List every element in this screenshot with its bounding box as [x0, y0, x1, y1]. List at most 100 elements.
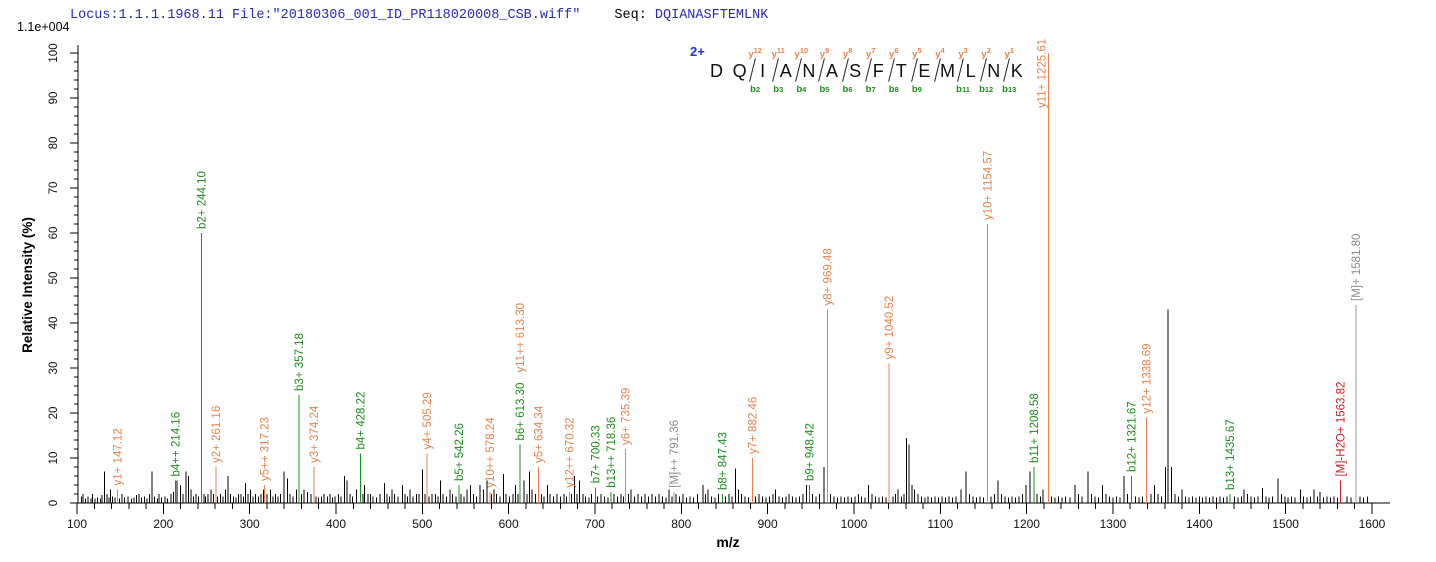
residue-a-6: A	[825, 61, 838, 81]
y-tick-label-60: 60	[48, 227, 60, 240]
x-axis-title: m/z	[716, 534, 739, 550]
residue-n-13: N	[987, 61, 1001, 81]
peak-label-y11pp: y11++ 613.30	[515, 303, 527, 373]
b-ion-label-b13: b13	[1002, 84, 1017, 95]
header-line: Locus:1.1.1.1968.11 File:"20180306_001_I…	[70, 8, 768, 23]
peak-label-b12p: b12+ 1321.67	[1127, 401, 1139, 472]
x-tick-label-600: 600	[499, 517, 519, 531]
peak-label-y5pp: y5++ 317.23	[260, 417, 272, 481]
residue-n-5: N	[802, 61, 816, 81]
y-tick-label-50: 50	[48, 272, 60, 285]
y-ion-label-y8: y8	[842, 46, 853, 61]
peak-label-y1p: y1+ 147.12	[113, 428, 125, 485]
peak-label-y12pp: y12++ 670.32	[564, 417, 576, 487]
y-ion-label-y6: y6	[889, 46, 899, 61]
peak-label-y6p: y6+ 735.39	[621, 388, 633, 445]
x-tick-label-200: 200	[153, 517, 173, 531]
residue-l-12: L	[965, 61, 976, 81]
b-ion-label-b4: b4	[796, 84, 807, 95]
intensity-scale-note: 1.1e+004	[17, 20, 70, 34]
y-tick-label-40: 40	[48, 317, 60, 330]
x-tick-label-700: 700	[585, 517, 605, 531]
x-tick-label-1100: 1100	[927, 517, 953, 531]
b-ion-label-b8: b8	[888, 84, 899, 95]
y-ion-label-y2: y2	[981, 46, 991, 61]
residue-d-1: D	[710, 61, 723, 81]
peak-label-b5p: b5+ 542.26	[454, 423, 466, 481]
x-tick-label-100: 100	[67, 517, 87, 531]
y-ion-label-y11: y11	[771, 46, 785, 61]
y-ion-label-y10: y10	[794, 46, 809, 61]
y-tick-label-10: 10	[48, 452, 60, 465]
peak-label-b3p: b3+ 357.18	[294, 333, 306, 391]
x-tick-label-1300: 1300	[1100, 517, 1127, 531]
peak-label-y4p: y4+ 505.29	[422, 392, 434, 449]
precursor-charge: 2+	[690, 44, 705, 59]
peak-label-y9p: y9+ 1040.52	[884, 296, 896, 360]
peptide-fragment-ladder: 2+ D Q I A N A S F T E M L N K y12 b2 y11 b3 y10 b4 y9 b5 y8 b6 y…	[0, 0, 1436, 120]
y-tick-label-30: 30	[48, 362, 60, 375]
x-tick-label-500: 500	[412, 517, 432, 531]
peak-label-b6p: b6+ 613.30	[515, 383, 527, 441]
y-ion-label-y5: y5	[912, 46, 922, 61]
peak-label-y5p: y5+ 634.34	[533, 405, 545, 463]
peak-label-b4pp: b4++ 214.16	[171, 412, 183, 477]
b-ion-label-b11: b11	[956, 84, 970, 95]
y-tick-label-90: 90	[48, 92, 60, 105]
peak-label-y10pp: y10++ 578.24	[485, 417, 497, 488]
x-tick-label-300: 300	[240, 517, 260, 531]
y-tick-label-0: 0	[48, 500, 60, 506]
residue-a-4: A	[779, 61, 792, 81]
residue-i-3: I	[760, 61, 766, 81]
peak-label-y2p: y2+ 261.16	[211, 406, 223, 463]
peak-label-Mpp: [M]++ 791.36	[669, 420, 681, 488]
x-tick-label-1000: 1000	[841, 517, 868, 531]
peak-label-b8p: b8+ 847.43	[717, 432, 729, 490]
x-tick-label-1200: 1200	[1013, 517, 1040, 531]
peak-label-y7p: y7+ 882.46	[747, 397, 759, 454]
b-ion-label-b6: b6	[842, 84, 853, 95]
x-tick-label-900: 900	[758, 517, 778, 531]
peak-label-b2p: b2+ 244.10	[196, 171, 208, 229]
residue-q-2: Q	[732, 61, 747, 81]
peak-label-M_H2Op: [M]-H2O+ 1563.82	[1336, 382, 1348, 477]
x-tick-label-400: 400	[326, 517, 346, 531]
y-ion-label-y4: y4	[935, 46, 945, 61]
b-ion-label-b3: b3	[773, 84, 784, 95]
b-ion-label-b5: b5	[819, 84, 830, 95]
y-tick-label-70: 70	[48, 182, 60, 195]
residue-e-10: E	[918, 61, 931, 81]
residue-f-8: F	[872, 61, 884, 81]
b-ion-label-b12: b12	[979, 84, 994, 95]
x-tick-label-1400: 1400	[1186, 517, 1213, 531]
peak-label-b9p: b9+ 948.42	[804, 423, 816, 481]
locus-file-text: Locus:1.1.1.1968.11 File:"20180306_001_I…	[70, 8, 581, 23]
peak-label-y10p: y10+ 1154.57	[982, 151, 994, 220]
y-tick-label-20: 20	[48, 407, 60, 420]
y-ion-label-y1: y1	[1004, 46, 1014, 61]
y-ion-label-y12: y12	[748, 46, 762, 61]
y-axis-title: Relative Intensity (%)	[20, 217, 35, 353]
b-ion-label-b9: b9	[911, 84, 922, 95]
x-tick-label-1600: 1600	[1359, 517, 1386, 531]
b-ion-label-b2: b2	[750, 84, 761, 95]
y-tick-label-80: 80	[48, 137, 60, 150]
peak-label-y11p: y11+ 1225.61	[1037, 39, 1049, 108]
peak-label-b13p: b13+ 1435.67	[1225, 419, 1237, 490]
x-tick-label-1500: 1500	[1272, 517, 1299, 531]
x-tick-label-800: 800	[671, 517, 691, 531]
seq-label: Seq:	[614, 8, 655, 23]
peak-label-b11p: b11+ 1208.58	[1029, 393, 1041, 463]
peak-label-b13pp: b13++ 718.36	[606, 417, 618, 488]
seq-value: DQIANASFTEMLNK	[654, 8, 769, 23]
peak-label-b7p: b7+ 700.33	[590, 425, 602, 483]
peak-label-y8p: y8+ 969.48	[823, 248, 835, 305]
peak-label-y3p: y3+ 374.24	[309, 405, 321, 463]
b-ion-label-b7: b7	[865, 84, 876, 95]
residue-m-11: M	[940, 61, 955, 81]
residue-t-9: T	[895, 61, 907, 81]
y-ion-label-y9: y9	[819, 46, 830, 61]
peak-label-Mp: [M]+ 1581.80	[1351, 234, 1363, 301]
